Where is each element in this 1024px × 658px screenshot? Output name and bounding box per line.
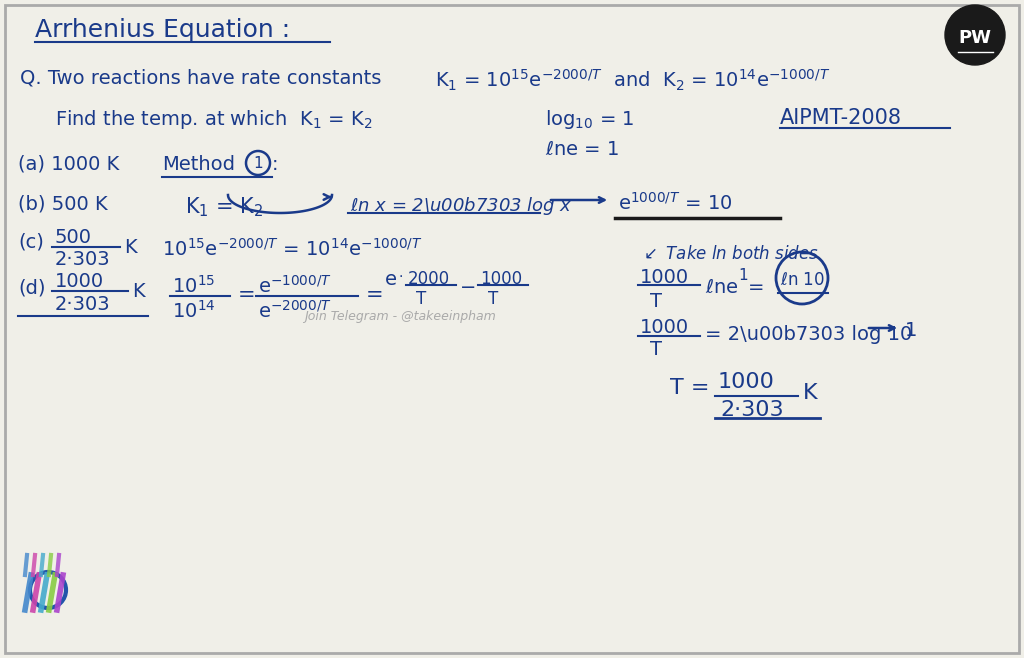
- Text: log$_{10}$ = 1: log$_{10}$ = 1: [545, 108, 634, 131]
- Text: e$^{-2000/T}$: e$^{-2000/T}$: [258, 300, 332, 322]
- Text: K: K: [124, 238, 136, 257]
- Text: 2·303: 2·303: [55, 295, 111, 314]
- Text: e: e: [385, 270, 397, 289]
- Text: (b) 500 K: (b) 500 K: [18, 195, 108, 214]
- Circle shape: [945, 5, 1005, 65]
- Text: −: −: [460, 278, 476, 297]
- Text: 2·303: 2·303: [720, 400, 783, 420]
- Text: 2000: 2000: [408, 270, 451, 288]
- Text: =: =: [748, 278, 771, 297]
- Text: Arrhenius Equation :: Arrhenius Equation :: [35, 18, 290, 42]
- Text: T =: T =: [670, 378, 717, 398]
- Text: K$_1$ = 10$^{15}$e$^{-2000/T}$  and  K$_2$ = 10$^{14}$e$^{-1000/T}$: K$_1$ = 10$^{15}$e$^{-2000/T}$ and K$_2$…: [435, 68, 830, 93]
- Text: $\ell$n 10: $\ell$n 10: [779, 271, 824, 289]
- Text: T: T: [488, 290, 499, 308]
- Text: 10$^{14}$: 10$^{14}$: [172, 300, 215, 322]
- Text: PW: PW: [958, 29, 991, 47]
- Text: 1000: 1000: [640, 268, 689, 287]
- Text: AIPMT-2008: AIPMT-2008: [780, 108, 902, 128]
- Text: 1000: 1000: [55, 272, 104, 291]
- Text: (a) 1000 K: (a) 1000 K: [18, 155, 119, 174]
- Text: T: T: [650, 292, 662, 311]
- Text: $\ell$ne: $\ell$ne: [705, 278, 738, 297]
- FancyBboxPatch shape: [5, 5, 1019, 653]
- Text: (c): (c): [18, 232, 44, 251]
- Text: e$^{-1000/T}$: e$^{-1000/T}$: [258, 275, 332, 297]
- Text: e$^{1000/T}$ = 10: e$^{1000/T}$ = 10: [618, 192, 732, 214]
- Text: T: T: [416, 290, 426, 308]
- Text: 1000: 1000: [480, 270, 522, 288]
- Text: $\ell$n x = 2\u00b7303 log x: $\ell$n x = 2\u00b7303 log x: [350, 195, 572, 217]
- Text: 10$^{15}$: 10$^{15}$: [172, 275, 215, 297]
- Text: 10$^{15}$e$^{-2000/T}$ = 10$^{14}$e$^{-1000/T}$: 10$^{15}$e$^{-2000/T}$ = 10$^{14}$e$^{-1…: [162, 238, 423, 260]
- Text: Method: Method: [162, 155, 234, 174]
- Text: = 2\u00b7303 log 10: = 2\u00b7303 log 10: [705, 325, 912, 344]
- Text: T: T: [650, 340, 662, 359]
- Text: K: K: [803, 383, 817, 403]
- Text: 1: 1: [738, 268, 748, 283]
- Text: (d): (d): [18, 278, 45, 297]
- Text: $\ell$ne = 1: $\ell$ne = 1: [545, 140, 620, 159]
- Text: =: =: [366, 285, 384, 305]
- Text: 2·303: 2·303: [55, 250, 111, 269]
- Text: K: K: [132, 282, 144, 301]
- Text: 500: 500: [55, 228, 92, 247]
- Text: Join Telegram - @takeeinpham: Join Telegram - @takeeinpham: [304, 310, 496, 323]
- Text: $\swarrow$ Take ln both sides: $\swarrow$ Take ln both sides: [640, 245, 819, 263]
- Text: :: :: [272, 155, 279, 174]
- Text: Find the temp. at which  K$_1$ = K$_2$: Find the temp. at which K$_1$ = K$_2$: [55, 108, 373, 131]
- Text: 1000: 1000: [640, 318, 689, 337]
- Text: 1: 1: [905, 321, 918, 340]
- Text: 1000: 1000: [718, 372, 775, 392]
- Text: $\cdot$: $\cdot$: [398, 268, 402, 282]
- Text: =: =: [238, 285, 256, 305]
- Text: 1: 1: [253, 156, 263, 171]
- Text: Q. Two reactions have rate constants: Q. Two reactions have rate constants: [20, 68, 381, 87]
- Text: K$_1$ = K$_2$: K$_1$ = K$_2$: [185, 195, 263, 218]
